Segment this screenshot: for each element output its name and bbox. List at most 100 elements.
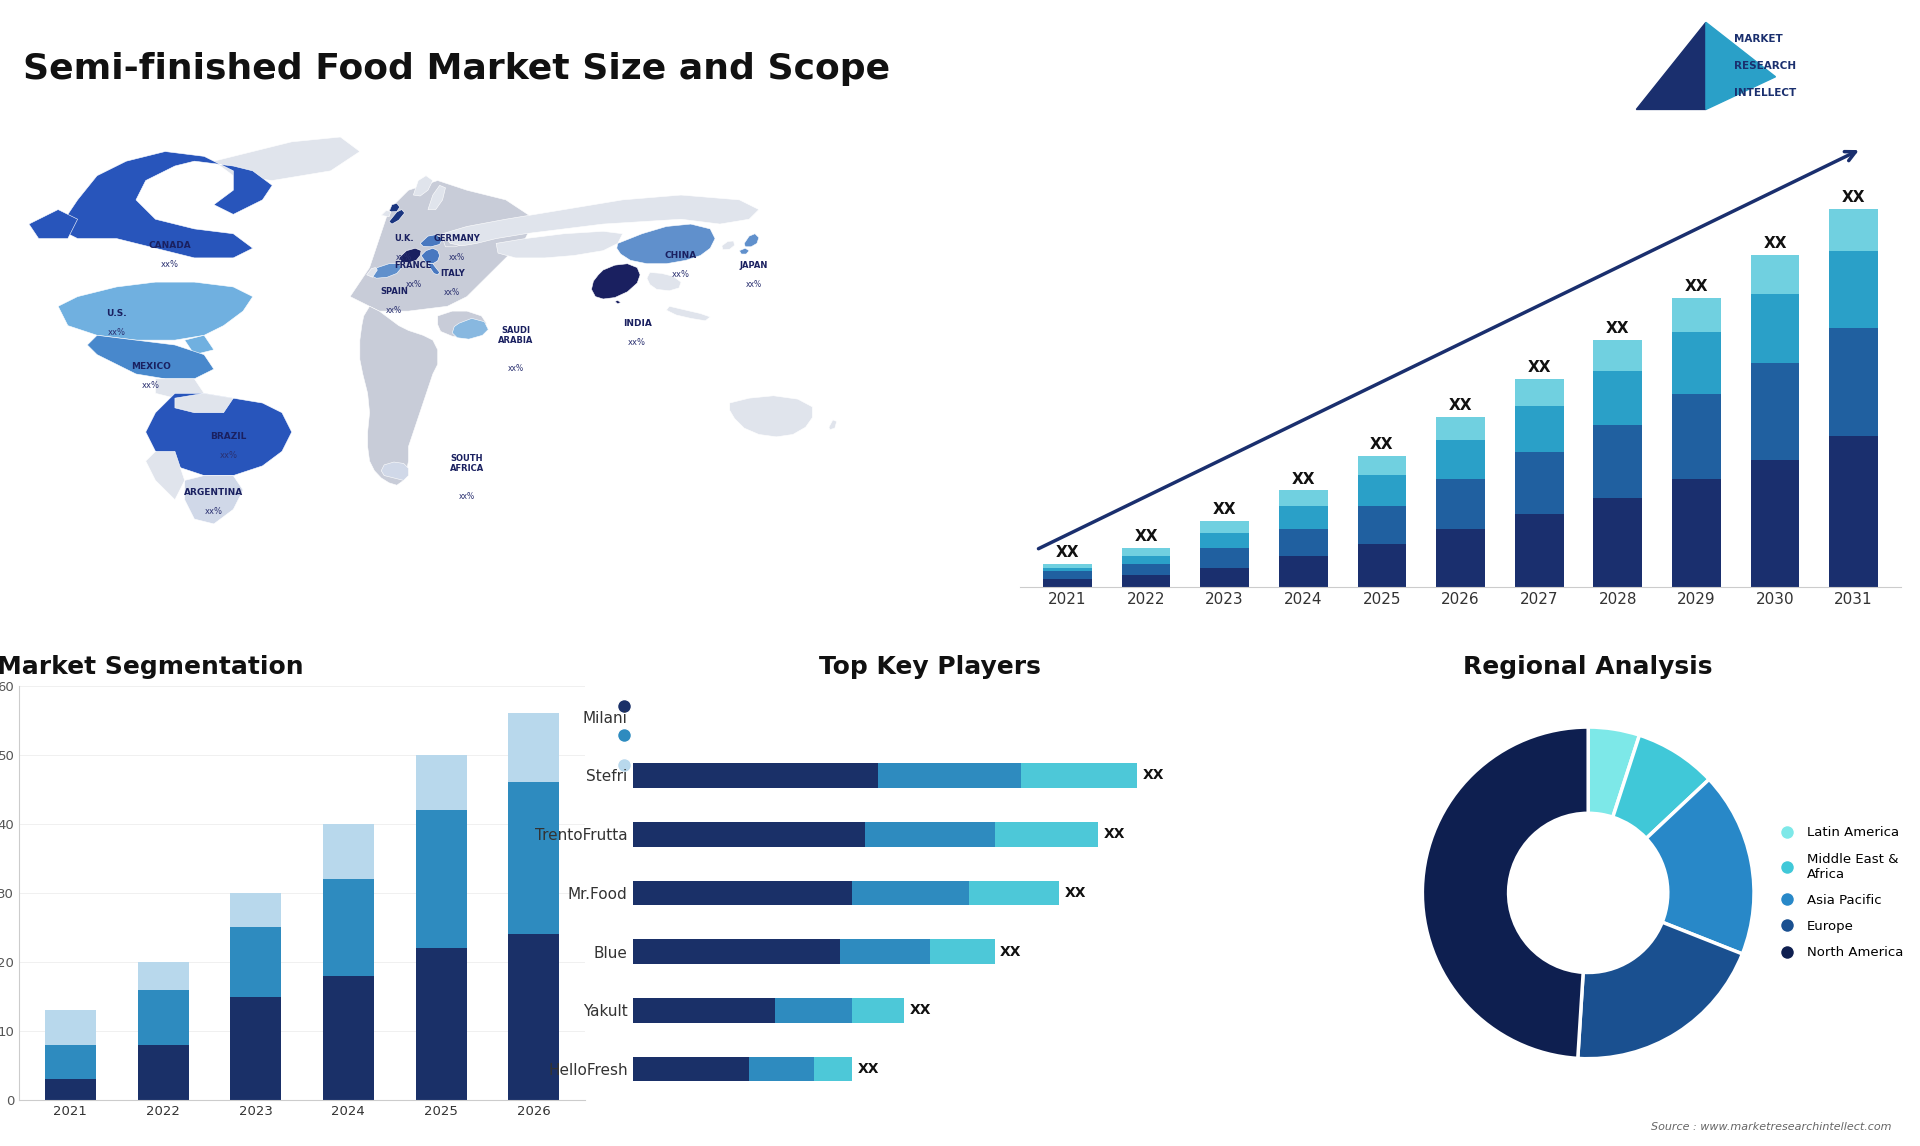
Bar — [1594, 425, 1642, 499]
Bar — [1357, 544, 1405, 587]
Bar — [1672, 332, 1720, 394]
Bar — [1121, 564, 1171, 575]
Text: xx%: xx% — [449, 253, 465, 262]
Text: xx%: xx% — [142, 382, 159, 391]
Bar — [1200, 533, 1250, 548]
Text: XX: XX — [1450, 399, 1473, 414]
Legend: Latin America, Middle East &
Africa, Asia Pacific, Europe, North America: Latin America, Middle East & Africa, Asi… — [1768, 822, 1908, 965]
Bar — [1043, 567, 1092, 572]
Bar — [509, 783, 559, 934]
Bar — [1357, 456, 1405, 474]
Text: xx%: xx% — [219, 452, 238, 461]
Bar — [1751, 363, 1799, 460]
Bar — [138, 990, 188, 1045]
Text: xx%: xx% — [747, 280, 762, 289]
Polygon shape — [614, 300, 620, 304]
Polygon shape — [29, 210, 77, 238]
Text: xx%: xx% — [628, 338, 647, 347]
Text: Source : www.marketresearchintellect.com: Source : www.marketresearchintellect.com — [1651, 1122, 1891, 1132]
Bar — [1672, 479, 1720, 587]
Bar — [852, 880, 970, 905]
Text: XX: XX — [1213, 502, 1236, 518]
Polygon shape — [213, 138, 359, 181]
Polygon shape — [146, 452, 184, 500]
Polygon shape — [666, 306, 710, 321]
Bar — [839, 940, 929, 964]
Bar — [44, 1011, 96, 1045]
Polygon shape — [156, 379, 204, 398]
Wedge shape — [1588, 727, 1640, 817]
Text: INTELLECT: INTELLECT — [1734, 88, 1795, 99]
Bar — [632, 763, 877, 787]
Bar — [1830, 329, 1878, 437]
Bar — [632, 880, 852, 905]
Bar — [230, 927, 280, 997]
Bar — [1594, 340, 1642, 371]
Bar — [1515, 452, 1563, 513]
Polygon shape — [722, 241, 735, 250]
Text: XX: XX — [910, 1003, 931, 1018]
Text: XX: XX — [1104, 827, 1125, 841]
Text: INDIA: INDIA — [622, 319, 651, 328]
Bar — [1751, 293, 1799, 363]
Bar — [323, 975, 374, 1100]
Polygon shape — [428, 186, 445, 210]
Bar — [1594, 371, 1642, 425]
Bar — [632, 822, 866, 847]
Text: SAUDI
ARABIA: SAUDI ARABIA — [497, 325, 534, 345]
Bar — [44, 1045, 96, 1080]
Text: SOUTH
AFRICA: SOUTH AFRICA — [449, 454, 484, 473]
Bar — [1043, 564, 1092, 567]
Polygon shape — [739, 249, 749, 254]
Circle shape — [1509, 814, 1668, 973]
Bar — [415, 948, 467, 1100]
Text: U.S.: U.S. — [106, 309, 127, 319]
Bar — [995, 822, 1098, 847]
Bar — [44, 1080, 96, 1100]
Polygon shape — [359, 306, 438, 485]
Bar — [138, 961, 188, 990]
Polygon shape — [647, 273, 682, 291]
Bar — [1279, 556, 1327, 587]
Polygon shape — [829, 419, 837, 430]
Polygon shape — [86, 336, 213, 379]
Polygon shape — [442, 231, 467, 246]
Text: XX: XX — [1000, 944, 1021, 958]
Polygon shape — [616, 225, 714, 264]
Text: xx%: xx% — [205, 507, 223, 516]
Polygon shape — [367, 267, 378, 277]
Polygon shape — [175, 393, 234, 413]
Bar — [632, 1057, 749, 1082]
Bar — [415, 810, 467, 948]
Bar — [1436, 417, 1484, 440]
Polygon shape — [420, 235, 442, 246]
Bar — [138, 1045, 188, 1100]
Polygon shape — [382, 462, 409, 480]
Polygon shape — [495, 231, 622, 258]
Bar — [632, 998, 776, 1022]
Polygon shape — [399, 249, 420, 262]
Wedge shape — [1645, 779, 1755, 953]
Polygon shape — [184, 476, 244, 524]
Polygon shape — [390, 210, 405, 225]
Text: ARGENTINA: ARGENTINA — [184, 488, 244, 497]
Bar — [866, 822, 995, 847]
Polygon shape — [591, 264, 639, 299]
Text: SPAIN: SPAIN — [380, 288, 407, 297]
Polygon shape — [382, 211, 392, 217]
Wedge shape — [1423, 727, 1588, 1059]
Bar — [1436, 479, 1484, 529]
Text: FRANCE: FRANCE — [396, 260, 432, 269]
Bar — [323, 879, 374, 975]
Text: XX: XX — [1056, 544, 1079, 560]
Bar — [1594, 499, 1642, 587]
Bar — [415, 755, 467, 810]
Bar — [749, 1057, 814, 1082]
Text: XX: XX — [1605, 321, 1630, 336]
Polygon shape — [184, 336, 213, 354]
Text: XX: XX — [1135, 529, 1158, 544]
Polygon shape — [420, 249, 440, 264]
Bar — [1121, 575, 1171, 587]
Text: CHINA: CHINA — [664, 251, 697, 260]
Bar — [230, 893, 280, 927]
